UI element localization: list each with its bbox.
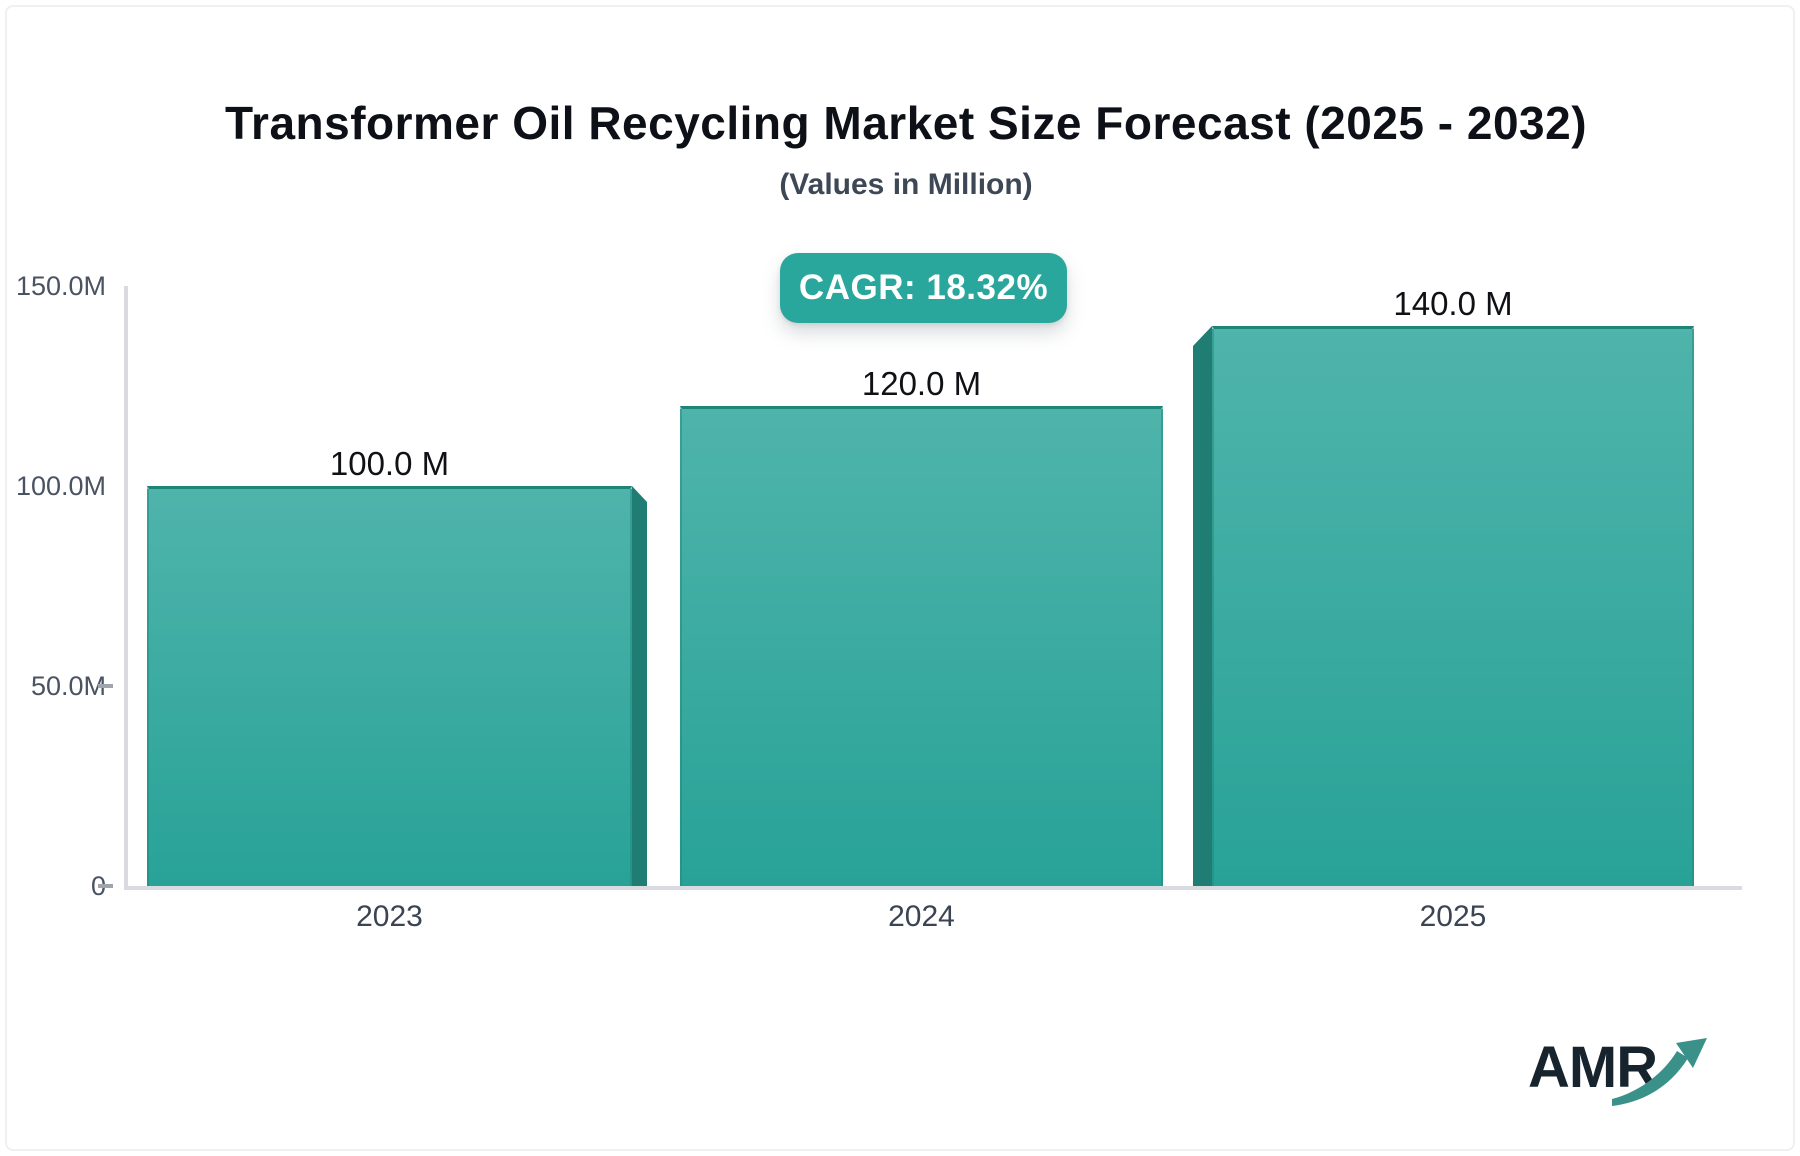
y-axis-tick-label: 0 — [0, 868, 106, 904]
y-axis-tick-label: 50.0M — [30, 671, 106, 701]
brand-logo: AMR — [1528, 1030, 1713, 1120]
y-axis-tick-dash — [98, 684, 113, 688]
chart-title: Transformer Oil Recycling Market Size Fo… — [224, 97, 1588, 149]
bar-side-face — [1193, 326, 1212, 886]
x-axis-label: 2024 — [888, 900, 955, 933]
bar — [680, 406, 1163, 886]
cagr-badge: CAGR: 18.32% — [780, 253, 1067, 323]
cagr-badge-label: CAGR: 18.32% — [798, 268, 1049, 307]
chart-subtitle: (Values in Million) — [779, 168, 1033, 201]
x-axis-line — [124, 886, 1742, 890]
bar-side-face — [632, 486, 647, 886]
y-axis-tick-dash — [98, 884, 113, 888]
x-axis-label: 2023 — [356, 900, 423, 933]
bar-value-label: 140.0 M — [1393, 285, 1513, 322]
y-axis-tick-label: 100.0M — [15, 471, 106, 501]
bar — [1212, 326, 1694, 886]
bar-value-label: 120.0 M — [861, 365, 982, 402]
bar-value-label: 100.0 M — [329, 445, 450, 482]
bar — [147, 486, 632, 886]
y-axis-line — [124, 286, 128, 888]
brand-arrow-icon — [1612, 1038, 1707, 1106]
brand-logo-text: AMR — [1528, 1035, 1658, 1100]
x-axis-label: 2025 — [1419, 900, 1487, 933]
y-axis-tick-label: 150.0M — [15, 271, 106, 301]
